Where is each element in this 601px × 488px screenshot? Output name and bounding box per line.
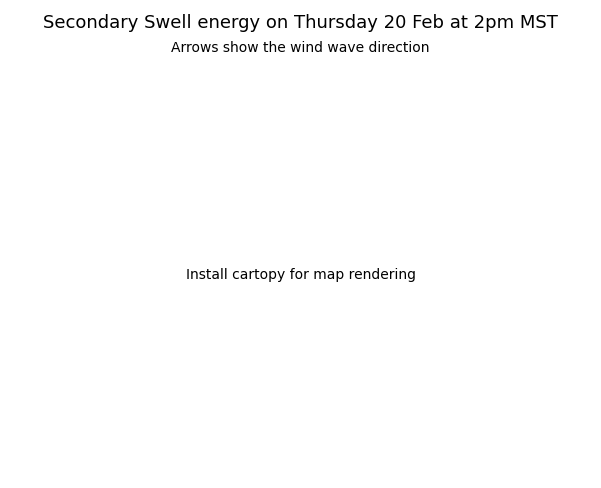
Text: Secondary Swell energy on Thursday 20 Feb at 2pm MST: Secondary Swell energy on Thursday 20 Fe… (43, 14, 558, 32)
Text: Arrows show the wind wave direction: Arrows show the wind wave direction (171, 41, 430, 55)
Text: Install cartopy for map rendering: Install cartopy for map rendering (186, 267, 415, 282)
